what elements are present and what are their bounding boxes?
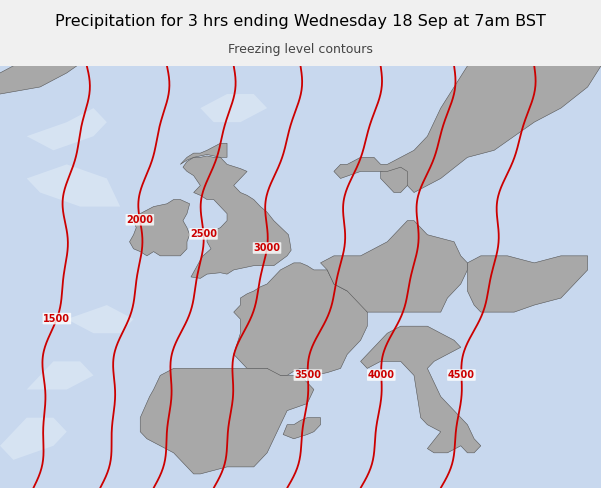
Polygon shape (380, 167, 407, 193)
Polygon shape (200, 94, 267, 122)
Text: 2000: 2000 (126, 215, 153, 225)
Text: 1500: 1500 (43, 314, 70, 324)
Polygon shape (234, 263, 367, 375)
Polygon shape (130, 200, 190, 256)
Polygon shape (334, 0, 601, 193)
Polygon shape (320, 221, 468, 312)
Polygon shape (26, 164, 120, 206)
Polygon shape (468, 256, 588, 312)
Text: 3000: 3000 (254, 243, 281, 253)
Text: 4000: 4000 (368, 370, 395, 380)
Polygon shape (283, 418, 320, 439)
Polygon shape (26, 108, 107, 150)
Text: 2500: 2500 (190, 229, 217, 239)
Polygon shape (361, 326, 481, 453)
Polygon shape (180, 143, 227, 164)
Polygon shape (0, 45, 87, 94)
Text: Freezing level contours: Freezing level contours (228, 43, 373, 56)
Text: 4500: 4500 (448, 370, 475, 380)
Text: Precipitation for 3 hrs ending Wednesday 18 Sep at 7am BST: Precipitation for 3 hrs ending Wednesday… (55, 14, 546, 29)
Polygon shape (183, 156, 291, 278)
Polygon shape (67, 305, 133, 333)
Text: 3500: 3500 (294, 370, 322, 380)
Polygon shape (0, 418, 67, 460)
Polygon shape (26, 361, 94, 389)
Polygon shape (140, 368, 314, 474)
